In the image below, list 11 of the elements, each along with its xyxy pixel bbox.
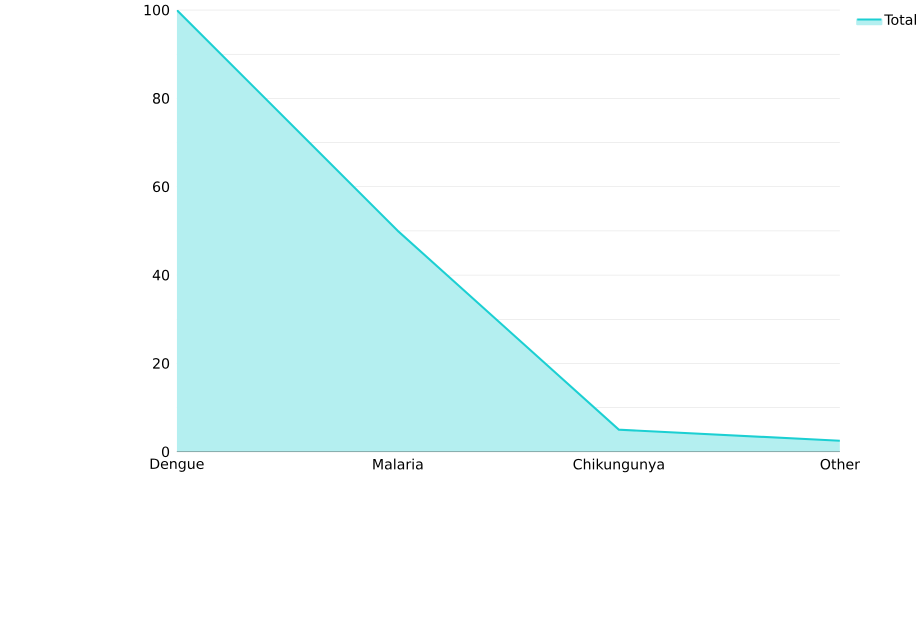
y-tick-label: 20 (153, 358, 170, 369)
y-tick-label: 100 (144, 4, 170, 16)
y-tick-label: 40 (152, 270, 170, 281)
x-tick-label: Other (820, 458, 860, 470)
x-tick-label: Malaria (373, 458, 422, 470)
x-tick-label: Dengue (150, 458, 204, 472)
y-tick-label: 60 (153, 182, 170, 192)
legend-label: Total (884, 14, 916, 26)
y-tick-label: 80 (153, 93, 170, 104)
x-tick-label: Chikungunya (574, 458, 664, 472)
y-tick-label: 0 (162, 446, 170, 458)
